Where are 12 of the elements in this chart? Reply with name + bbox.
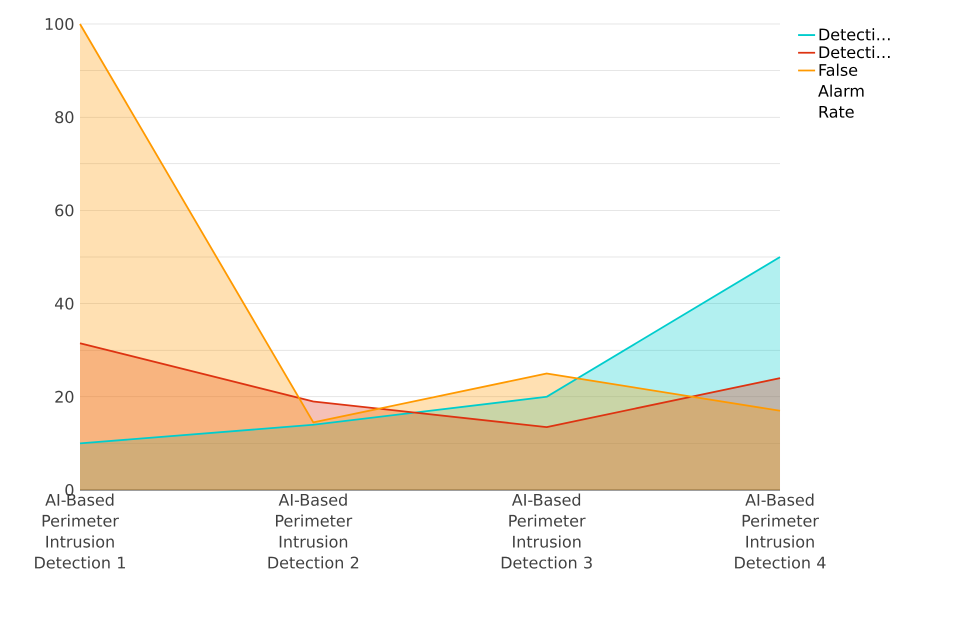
legend-label: Detecti…	[820, 46, 890, 58]
x-tick-label: AI-Based Perimeter Intrusion Detection 4	[735, 494, 826, 569]
y-tick-label: 20	[55, 390, 74, 403]
legend-label: Detecti…	[820, 28, 890, 41]
x-tick-label: AI-Based Perimeter Intrusion Detection 2	[268, 494, 358, 569]
x-tick-label: AI-Based Perimeter Intrusion Detection 1	[35, 494, 125, 569]
y-tick-label: 60	[55, 204, 74, 216]
y-tick-label: 100	[46, 18, 74, 30]
y-tick-label: 80	[55, 111, 74, 124]
legend-label: False Alarm Rate	[818, 64, 864, 118]
y-tick-label: 40	[54, 298, 74, 310]
x-tick-label: AI-Based Perimeter Intrusion Detection 3	[502, 494, 592, 569]
